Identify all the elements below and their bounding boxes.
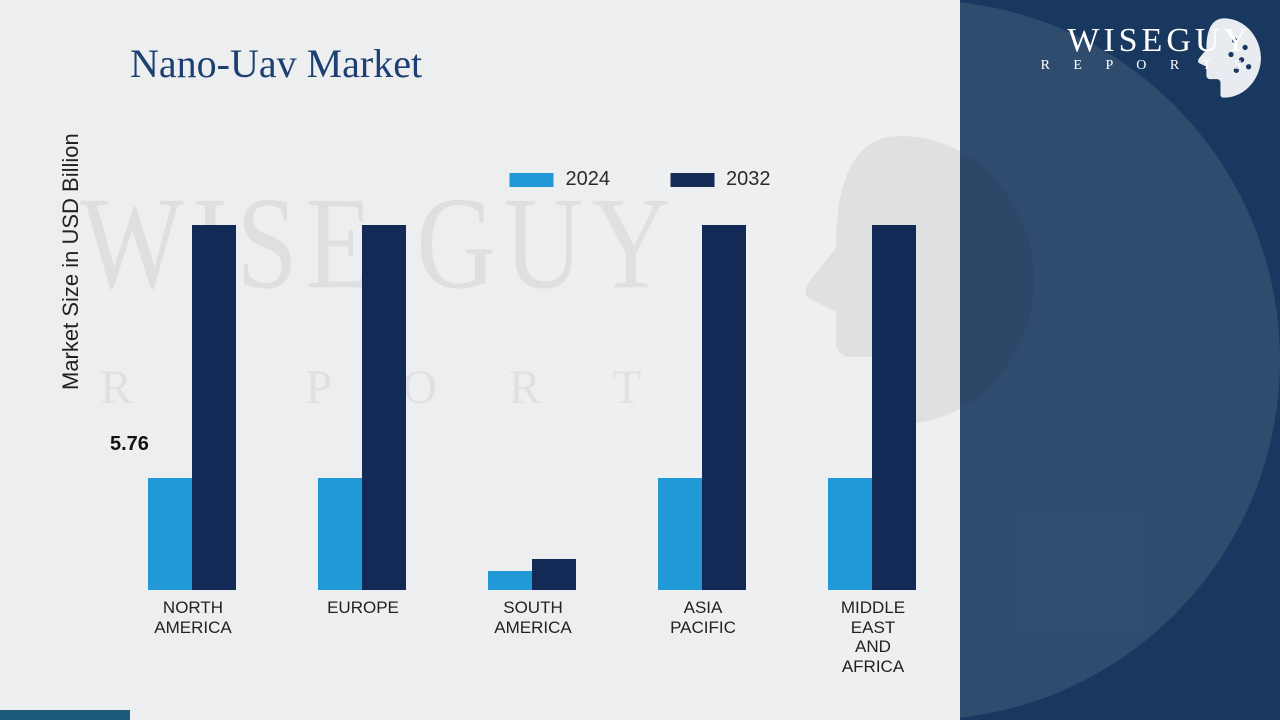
brand-line1: WISEGUY <box>1041 22 1252 60</box>
legend-swatch-2024 <box>510 173 554 187</box>
chart-area: NORTHAMERICAEUROPESOUTHAMERICAASIAPACIFI… <box>100 200 960 590</box>
bar-2024 <box>488 571 532 591</box>
legend-label-2032: 2032 <box>726 168 771 191</box>
legend-item-2024: 2024 <box>510 168 611 191</box>
canvas: WISEGUY R E P O R T S Nano-Uav Market WI… <box>0 0 1280 720</box>
bar-2024 <box>318 478 362 590</box>
footer-accent <box>0 710 130 720</box>
legend: 2024 2032 <box>510 168 771 191</box>
x-label: EUROPE <box>298 598 428 618</box>
y-axis-label: Market Size in USD Billion <box>58 133 84 390</box>
bar-2032 <box>192 225 236 590</box>
x-label: ASIAPACIFIC <box>638 598 768 637</box>
plot-area: NORTHAMERICAEUROPESOUTHAMERICAASIAPACIFI… <box>130 200 960 590</box>
value-label: 5.76 <box>110 433 149 456</box>
bar-2032 <box>702 225 746 590</box>
bar-2024 <box>828 478 872 590</box>
bar-2024 <box>658 478 702 590</box>
legend-swatch-2032 <box>670 173 714 187</box>
bar-2032 <box>362 225 406 590</box>
bar-2032 <box>872 225 916 590</box>
chart-title: Nano-Uav Market <box>130 40 422 87</box>
legend-item-2032: 2032 <box>670 168 771 191</box>
brand-text: WISEGUY R E P O R T S <box>1041 22 1252 74</box>
x-label: SOUTHAMERICA <box>468 598 598 637</box>
x-label: NORTHAMERICA <box>128 598 258 637</box>
bar-2032 <box>532 559 576 590</box>
legend-label-2024: 2024 <box>566 168 611 191</box>
right-band <box>960 0 1280 720</box>
x-label: MIDDLEEASTANDAFRICA <box>808 598 938 676</box>
bar-2024 <box>148 478 192 590</box>
brand-line2: R E P O R T S <box>1041 58 1252 74</box>
